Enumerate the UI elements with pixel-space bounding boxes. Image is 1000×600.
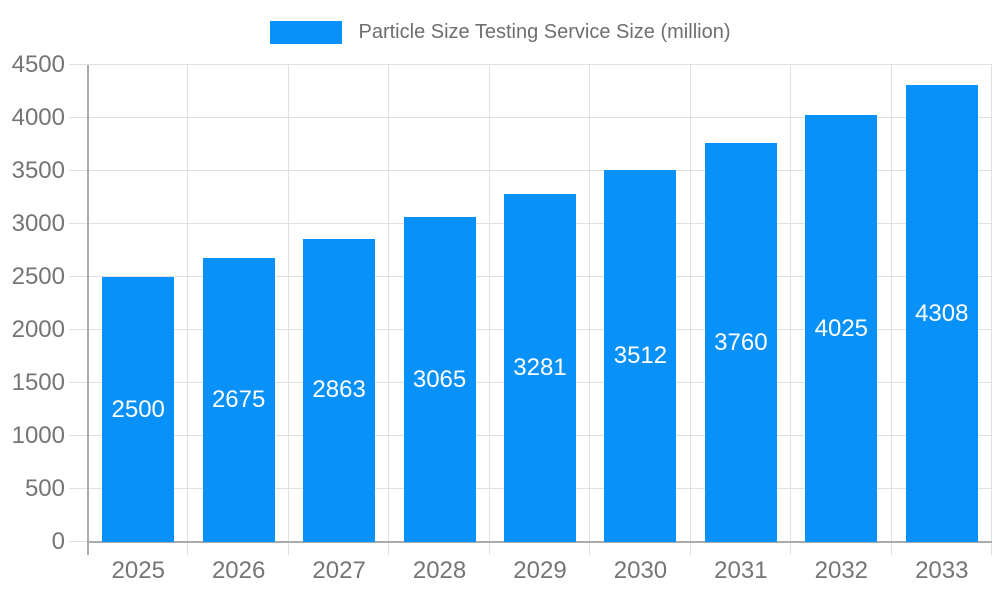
v-gridline (890, 65, 892, 542)
bar-value-label: 3065 (412, 365, 467, 393)
bar-value-label: 2675 (211, 386, 266, 414)
y-tick-label: 1500 (11, 369, 65, 397)
v-gridline (388, 65, 390, 542)
x-axis-tick (388, 542, 390, 555)
legend-label: Particle Size Testing Service Size (mill… (358, 21, 731, 43)
x-axis-tick (287, 542, 289, 555)
chart-legend[interactable]: Particle Size Testing Service Size (mill… (0, 20, 1000, 45)
x-tick-label: 2026 (211, 557, 266, 584)
x-axis-tick (991, 542, 992, 555)
bar[interactable]: 2675 (202, 258, 275, 542)
x-tick-label: 2031 (714, 557, 768, 584)
y-axis-line (87, 65, 89, 555)
x-axis-tick (589, 542, 591, 555)
bar-value-label: 2500 (111, 395, 165, 423)
y-tick-label: 3000 (11, 210, 65, 238)
x-tick-label: 2033 (915, 557, 969, 584)
x-tick-label: 2029 (513, 557, 567, 584)
bar[interactable]: 2500 (102, 277, 175, 542)
v-gridline (589, 65, 591, 542)
h-gridline (69, 117, 992, 118)
h-gridline (69, 64, 992, 65)
x-axis-tick (689, 542, 691, 555)
x-axis-tick (790, 542, 792, 555)
x-axis-tick (488, 542, 490, 555)
bar[interactable]: 2863 (303, 238, 376, 542)
x-tick-label: 2030 (613, 557, 668, 584)
bar-value-label: 4025 (814, 314, 869, 342)
y-tick-label: 2500 (11, 263, 65, 290)
y-tick-label: 4000 (11, 104, 65, 131)
legend-swatch-icon (269, 21, 342, 44)
y-tick-label: 0 (51, 528, 65, 555)
v-gridline (790, 65, 792, 542)
y-tick-label: 1000 (11, 422, 65, 449)
bar[interactable]: 3760 (704, 143, 777, 542)
v-gridline (287, 65, 289, 542)
y-tick-label: 2000 (11, 316, 65, 343)
x-tick-label: 2028 (412, 557, 467, 584)
bar[interactable]: 4025 (805, 115, 878, 542)
x-axis-tick (890, 542, 892, 555)
bar[interactable]: 4308 (905, 85, 978, 542)
h-gridline (69, 170, 992, 171)
v-gridline (488, 65, 490, 542)
x-tick-label: 2032 (814, 557, 869, 584)
bar[interactable]: 3512 (604, 169, 677, 542)
bar-value-label: 3512 (613, 341, 668, 369)
bar-value-label: 2863 (312, 376, 366, 404)
x-tick-label: 2027 (312, 557, 366, 584)
y-tick-label: 3500 (11, 157, 65, 184)
v-gridline (991, 65, 992, 542)
bar[interactable]: 3065 (403, 217, 476, 542)
x-tick-label: 2025 (111, 557, 165, 584)
bar-value-label: 3760 (714, 328, 768, 356)
bar-value-label: 4308 (915, 299, 969, 327)
x-axis-line (87, 541, 992, 543)
plot-area: 0 500 1000 1500 2000 2500 3000 3500 4000 4500 2500… (12, 53, 992, 583)
v-gridline (689, 65, 691, 542)
y-tick-label: 500 (24, 475, 65, 502)
x-axis-tick (187, 542, 189, 555)
bar[interactable]: 3281 (504, 194, 576, 542)
y-tick-label: 4500 (11, 51, 65, 78)
v-gridline (187, 65, 189, 542)
bar-value-label: 3281 (513, 354, 567, 382)
